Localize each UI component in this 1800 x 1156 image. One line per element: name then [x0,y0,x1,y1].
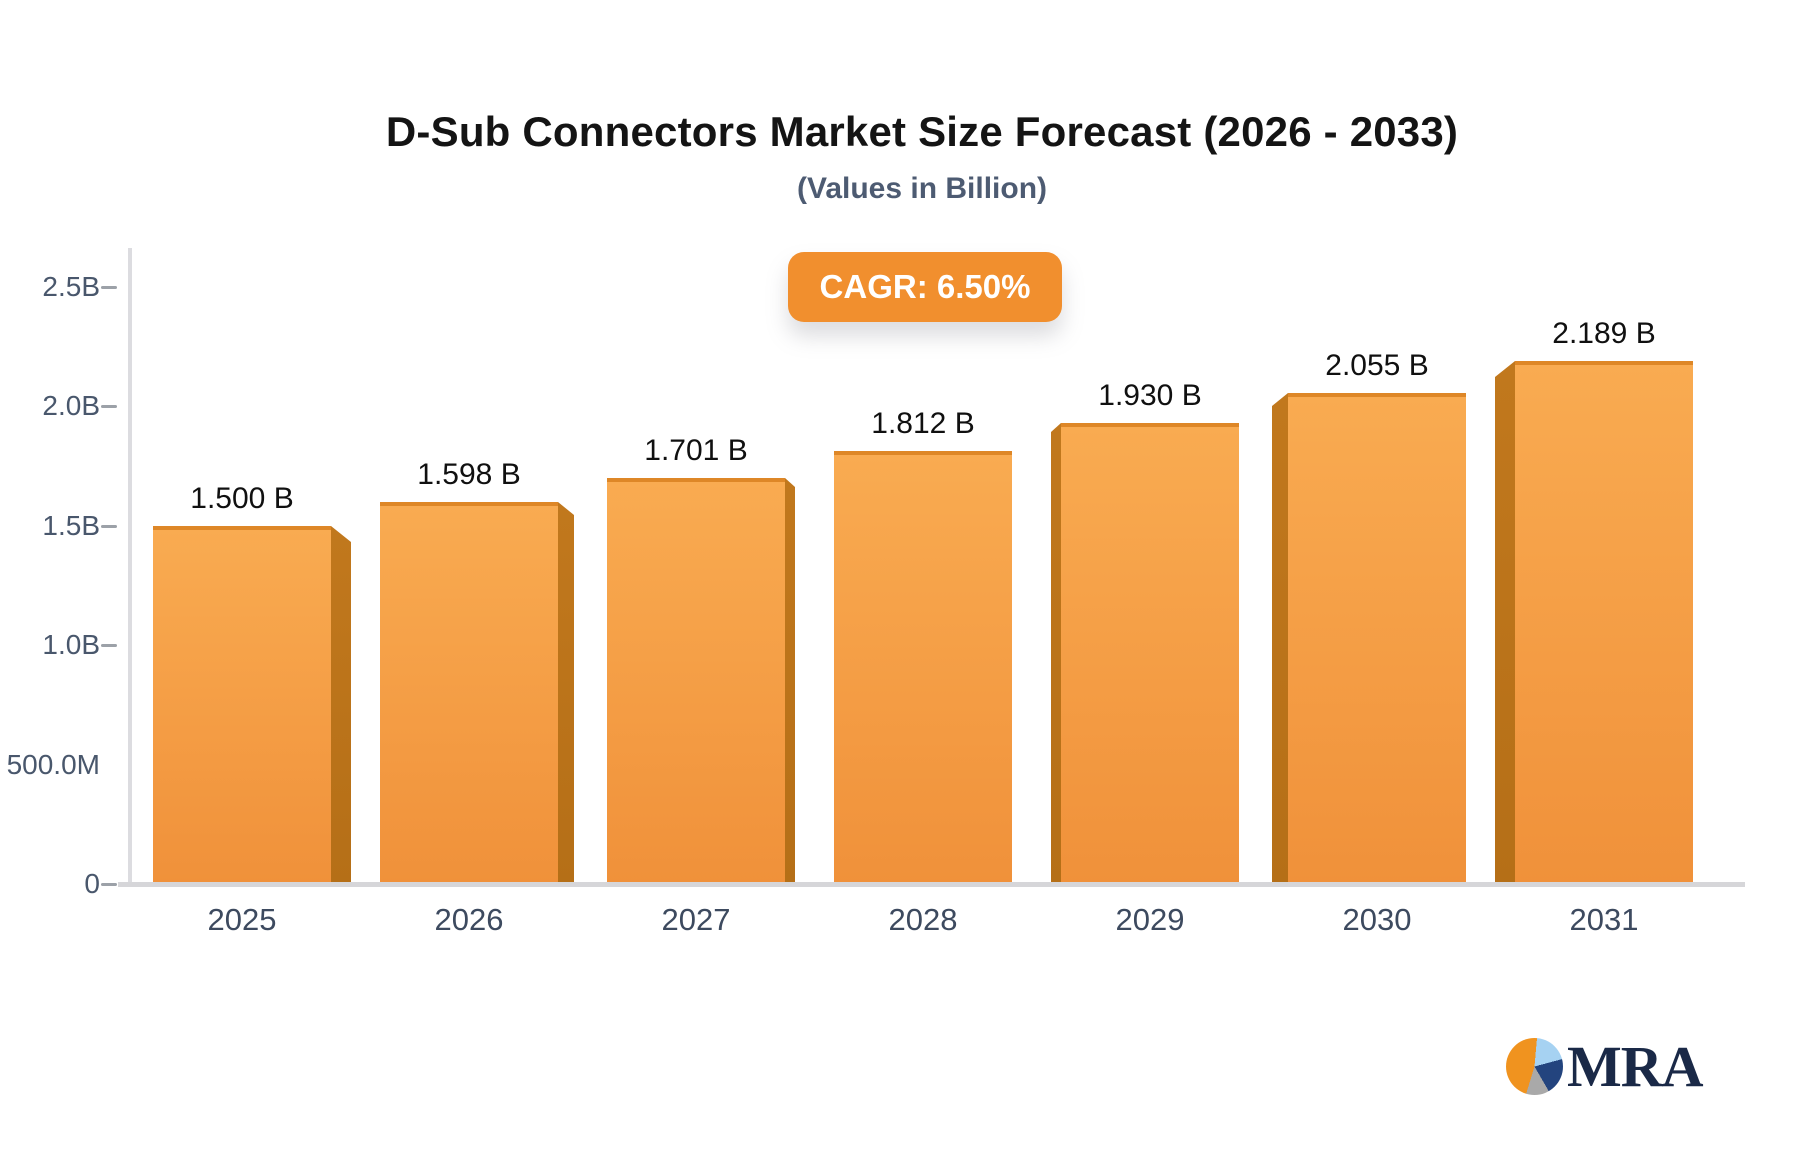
bar-2029 [1061,423,1239,884]
y-axis-tick-1.0B [101,644,117,647]
x-axis-label-2028: 2028 [888,902,958,937]
bar-side-2030 [1272,393,1288,884]
bar-side-2029 [1051,423,1061,884]
chart-title: D-Sub Connectors Market Size Forecast (2… [385,108,1459,155]
chart-subtitle: (Values in Billion) [796,172,1048,205]
x-axis-label-2031: 2031 [1569,902,1639,937]
bar-side-2025 [331,526,351,884]
bar-value-label-2028: 1.812 B [871,407,975,440]
cagr-badge-label: CAGR: 6.50% [819,268,1031,305]
y-axis-label-500.0M: 500.0M [6,749,100,780]
bar-value-label-2030: 2.055 B [1325,349,1429,382]
y-axis-line [128,248,132,886]
bar-2030 [1288,393,1466,884]
x-axis-label-2025: 2025 [207,902,277,937]
bar-value-label-2031: 2.189 B [1552,317,1656,350]
x-axis-label-2027: 2027 [661,902,731,937]
bar-value-label-2029: 1.930 B [1098,379,1202,412]
bar-value-label-2026: 1.598 B [417,458,521,491]
y-axis-tick-0 [101,883,117,886]
bar-side-2031 [1495,361,1515,884]
bar-side-2027 [785,478,795,884]
pie-chart-icon [1506,1038,1563,1095]
bar-value-label-2027: 1.701 B [644,434,748,467]
bar-2026 [380,502,558,884]
y-axis-label-0: 0 [84,868,100,899]
x-axis-label-2030: 2030 [1342,902,1412,937]
bar-2028 [834,451,1012,884]
bar-2031 [1515,361,1693,884]
x-axis-label-2026: 2026 [434,902,504,937]
x-axis-baseline [118,882,1745,887]
bar-value-label-2025: 1.500 B [190,482,294,515]
brand-logo-text: MRA [1567,1034,1704,1099]
cagr-badge: CAGR: 6.50% [788,252,1062,322]
y-axis-tick-1.5B [101,525,117,528]
bar-2027 [607,478,785,884]
y-axis-tick-2.0B [101,405,117,408]
y-axis-tick-2.5B [101,286,117,289]
brand-logo: MRA [1506,1034,1704,1099]
y-axis-label-2.0B: 2.0B [42,390,100,421]
bar-2025 [153,526,331,884]
bar-side-2026 [558,502,574,884]
y-axis-label-2.5B: 2.5B [42,271,100,302]
y-axis-label-1.0B: 1.0B [42,629,100,660]
chart-header: D-Sub Connectors Market Size Forecast (2… [122,108,1722,206]
x-axis-label-2029: 2029 [1115,902,1185,937]
y-axis-label-1.5B: 1.5B [42,510,100,541]
